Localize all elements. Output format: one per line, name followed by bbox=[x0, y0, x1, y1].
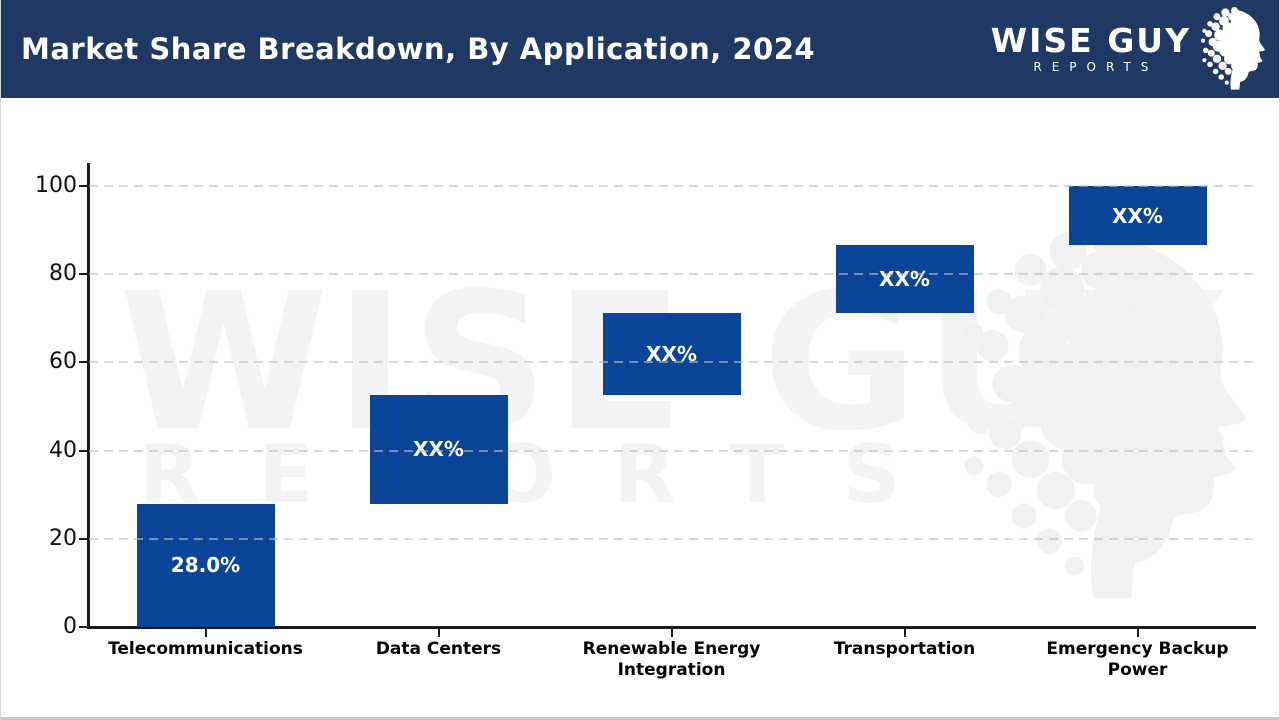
logo-line2: REPORTS bbox=[1033, 60, 1159, 75]
y-tick-mark bbox=[79, 449, 88, 452]
y-tick-label: 80 bbox=[49, 261, 77, 287]
gridline bbox=[89, 185, 1254, 188]
y-tick-label: 0 bbox=[63, 614, 77, 639]
bar-value-label: XX% bbox=[879, 267, 930, 292]
y-tick-mark bbox=[79, 626, 88, 628]
page-title: Market Share Breakdown, By Application, … bbox=[21, 32, 816, 66]
y-tick-label: 20 bbox=[49, 525, 77, 551]
x-category-label: Data Centers bbox=[375, 639, 502, 659]
y-tick-label: 40 bbox=[49, 437, 77, 463]
x-category-label: Transportation bbox=[833, 639, 976, 659]
bar-transportation: XX% bbox=[835, 245, 974, 314]
header-bar: Market Share Breakdown, By Application, … bbox=[1, 0, 1279, 98]
bar-data-centers: XX% bbox=[369, 395, 508, 504]
x-tick-mark bbox=[437, 629, 440, 637]
y-tick-mark bbox=[79, 361, 88, 364]
bar-value-label: 28.0% bbox=[170, 553, 241, 578]
x-category-label: Renewable Energy Integration bbox=[582, 639, 761, 681]
bar-value-label: XX% bbox=[1112, 203, 1163, 228]
gridline bbox=[89, 361, 1254, 364]
x-tick-mark bbox=[903, 629, 906, 637]
x-category-label: Telecommunications bbox=[108, 639, 303, 659]
gridline bbox=[89, 537, 1254, 540]
bar-emergency-backup-power: XX% bbox=[1068, 186, 1207, 246]
x-tick-mark bbox=[670, 629, 673, 637]
y-tick-mark bbox=[79, 273, 88, 276]
dotted-head-icon bbox=[1195, 7, 1267, 91]
x-axis-spine bbox=[87, 626, 1256, 629]
logo-text: WISE GUY REPORTS bbox=[990, 20, 1191, 75]
bar-renewable-energy-integration: XX% bbox=[602, 313, 741, 396]
x-tick-mark bbox=[204, 629, 207, 637]
wise-guy-reports-logo: WISE GUY REPORTS bbox=[991, 7, 1267, 91]
y-tick-label: 60 bbox=[49, 349, 77, 375]
bar-telecommunications: 28.0% bbox=[136, 503, 275, 627]
gridline bbox=[89, 273, 1254, 276]
bar-value-label: XX% bbox=[413, 437, 464, 462]
y-tick-mark bbox=[79, 185, 88, 188]
x-tick-mark bbox=[1136, 629, 1139, 637]
x-category-label: Emergency Backup Power bbox=[1046, 639, 1229, 681]
y-tick-mark bbox=[79, 537, 88, 540]
y-axis-spine bbox=[87, 163, 90, 629]
logo-line1: WISE GUY bbox=[990, 20, 1191, 60]
y-tick-label: 100 bbox=[35, 173, 77, 199]
gridline bbox=[89, 449, 1254, 452]
